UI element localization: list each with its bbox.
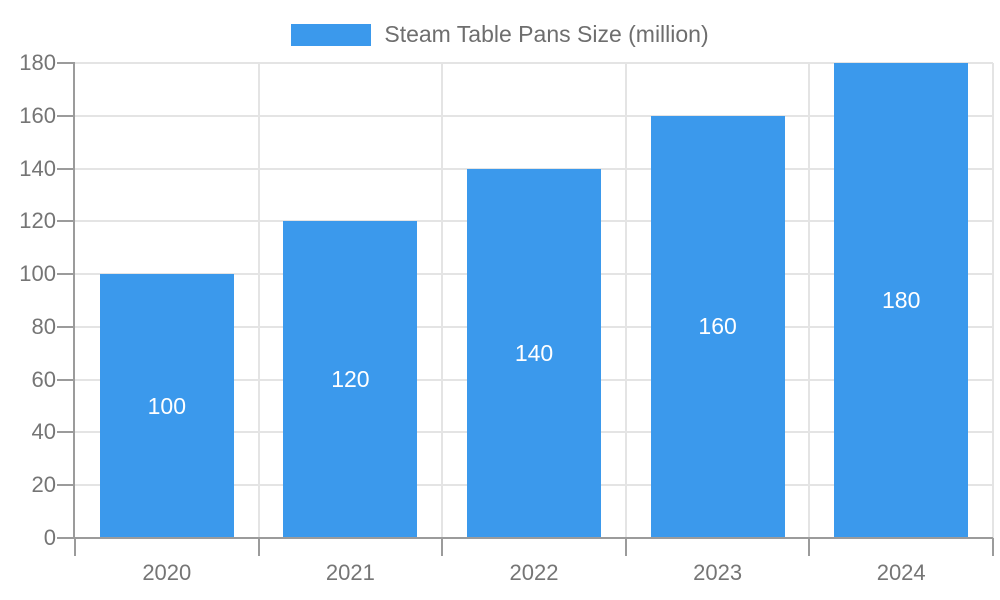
x-axis-label: 2024 [876, 560, 926, 585]
legend-label: Steam Table Pans Size (million) [384, 21, 709, 47]
v-gridline [441, 63, 444, 538]
y-axis-label: 140 [19, 155, 56, 181]
bar-2021[interactable]: 120 [283, 221, 418, 538]
bar-2022[interactable]: 140 [467, 168, 601, 538]
bar-2020[interactable]: 100 [99, 274, 234, 538]
x-tick [257, 538, 260, 556]
x-axis-label: 2023 [693, 560, 743, 585]
y-tick [57, 220, 75, 223]
x-axis-line [73, 537, 993, 539]
v-gridline [808, 63, 811, 538]
y-tick [57, 114, 75, 117]
x-axis-label: 2021 [325, 560, 375, 585]
x-tick [808, 538, 811, 556]
x-tick [441, 538, 444, 556]
h-gridline [75, 114, 993, 117]
h-gridline [75, 62, 993, 64]
legend-swatch-icon [291, 23, 372, 46]
y-axis-label: 0 [43, 525, 56, 550]
bar-value-label: 120 [331, 366, 370, 393]
y-axis-label: 40 [31, 419, 56, 445]
y-axis-label: 20 [31, 472, 56, 498]
bar-2023[interactable]: 160 [650, 115, 785, 538]
y-tick [57, 325, 75, 328]
v-gridline [257, 63, 260, 538]
y-tick [57, 273, 75, 276]
bar-2024[interactable]: 180 [834, 63, 969, 538]
y-axis-label: 180 [19, 50, 56, 75]
y-tick [57, 431, 75, 434]
y-axis-label: 100 [19, 261, 56, 287]
x-tick [992, 538, 994, 556]
y-tick [57, 378, 75, 381]
y-axis-label: 160 [19, 102, 56, 128]
x-tick [624, 538, 627, 556]
bar-value-label: 100 [147, 392, 186, 419]
y-tick [57, 167, 75, 170]
y-axis-line [73, 63, 75, 538]
chart-legend[interactable]: Steam Table Pans Size (million) [0, 21, 1000, 48]
y-axis-label: 60 [31, 366, 56, 392]
y-axis-label: 80 [31, 313, 56, 339]
bar-value-label: 180 [882, 287, 921, 313]
y-axis-label: 120 [19, 208, 56, 234]
y-tick [57, 537, 75, 539]
y-tick [57, 484, 75, 487]
bar-value-label: 160 [698, 313, 737, 340]
v-gridline [992, 63, 994, 538]
x-axis-label: 2022 [509, 560, 559, 585]
x-tick [74, 538, 76, 556]
bar-value-label: 140 [514, 339, 554, 366]
v-gridline [624, 63, 627, 538]
x-axis-label: 2020 [142, 560, 192, 585]
y-tick [57, 62, 75, 64]
